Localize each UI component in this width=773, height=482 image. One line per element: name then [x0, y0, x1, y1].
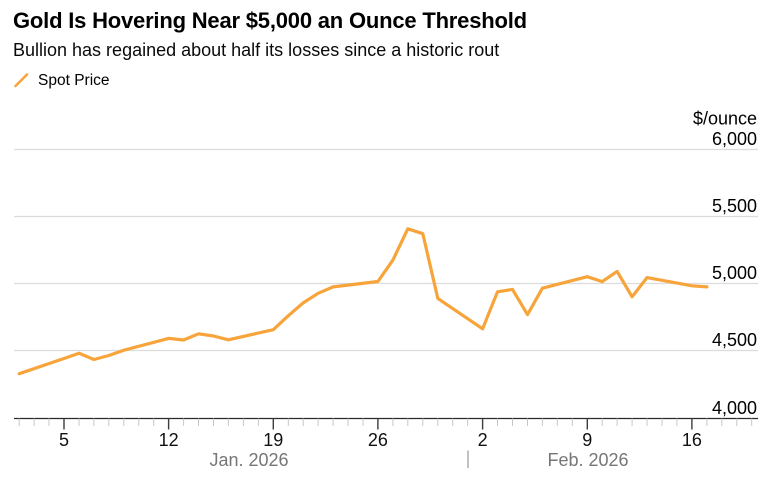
x-tick-label: 12 [159, 430, 179, 450]
x-tick-label: 19 [263, 430, 283, 450]
unit-label: $/ounce [693, 109, 757, 129]
y-tick-label: 4,000 [712, 398, 757, 418]
line-slash-icon [13, 72, 30, 89]
chart-header: Gold Is Hovering Near $5,000 an Ounce Th… [13, 8, 760, 90]
y-tick-label: 5,500 [712, 196, 757, 216]
x-tick-label: 26 [368, 430, 388, 450]
y-tick-label: 6,000 [712, 129, 757, 149]
chart-title: Gold Is Hovering Near $5,000 an Ounce Th… [13, 8, 527, 33]
legend-item-spot-price: Spot Price [13, 72, 110, 90]
gridlines [14, 148, 758, 352]
chart-legend: Spot Price [13, 72, 760, 90]
x-tick-label: 5 [59, 430, 69, 450]
x-tick-label: 2 [478, 430, 488, 450]
y-tick-label: 4,500 [712, 330, 757, 350]
spot-price-line [17, 227, 709, 376]
month-label: Jan. 2026 [209, 450, 288, 470]
y-axis-labels: 6,000 5,500 5,000 4,500 4,000 $/ounce [693, 109, 757, 419]
x-axis-labels: 5 12 19 26 2 9 16 Jan. 2026 Feb. 2026 [59, 430, 702, 470]
y-tick-label: 5,000 [712, 263, 757, 283]
month-label: Feb. 2026 [547, 450, 628, 470]
x-axis-ticks [18, 418, 753, 430]
x-tick-label: 16 [682, 430, 702, 450]
x-tick-label: 9 [582, 430, 592, 450]
chart-subtitle: Bullion has regained about half its loss… [13, 40, 500, 61]
legend-label: Spot Price [38, 71, 110, 89]
